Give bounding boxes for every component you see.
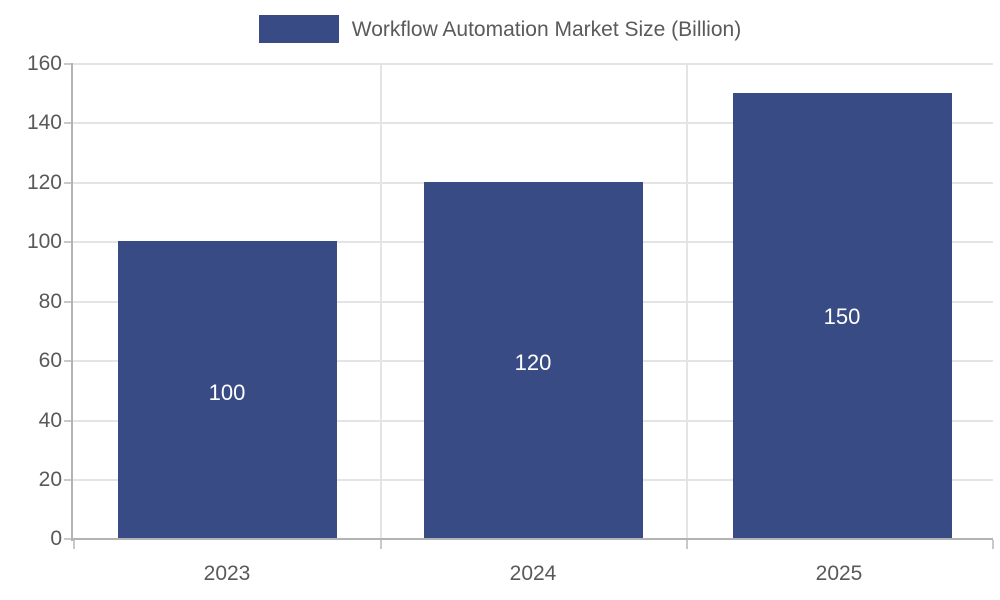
y-tick-label-140: 140 [26, 111, 62, 134]
y-tick-mark-160 [64, 63, 71, 65]
x-tick-label-2023: 2023 [203, 562, 251, 585]
y-tick-label-60: 60 [38, 349, 62, 372]
y-tick-mark-40 [64, 420, 71, 422]
bar-2024[interactable] [424, 182, 643, 539]
y-axis-line [71, 63, 73, 541]
bar-value-2025: 150 [823, 304, 861, 329]
x-tick-mark-end [992, 540, 994, 549]
x-tick-mark-category-2 [686, 540, 688, 549]
x-tick-label-2025: 2025 [815, 562, 863, 585]
y-tick-label-20: 20 [38, 468, 62, 491]
y-tick-label-80: 80 [38, 290, 62, 313]
y-tick-label-40: 40 [38, 409, 62, 432]
y-tick-mark-100 [64, 241, 71, 243]
y-axis-tick-labels: 160 140 120 100 80 60 40 20 0 [0, 0, 62, 600]
chart-legend: Workflow Automation Market Size (Billion… [0, 0, 1000, 58]
x-tick-label-2024: 2024 [509, 562, 557, 585]
y-tick-mark-80 [64, 301, 71, 303]
bar-2025[interactable] [733, 93, 952, 539]
y-tick-mark-0 [64, 538, 71, 540]
y-tick-mark-120 [64, 182, 71, 184]
legend-color-swatch [258, 15, 339, 43]
gridline-y-140 [73, 122, 993, 124]
gridline-category-2 [686, 63, 688, 539]
y-tick-label-120: 120 [26, 171, 62, 194]
bar-2023[interactable] [118, 241, 337, 539]
y-tick-label-0: 0 [50, 527, 62, 550]
y-tick-label-100: 100 [26, 230, 62, 253]
plot-area: 100 120 150 [73, 63, 993, 539]
x-tick-mark-start [73, 540, 75, 549]
gridline-y-160 [73, 63, 993, 65]
y-tick-mark-20 [64, 479, 71, 481]
y-tick-label-160: 160 [26, 52, 62, 75]
y-tick-mark-140 [64, 122, 71, 124]
bar-value-2023: 100 [208, 380, 246, 405]
x-tick-mark-category-1 [380, 540, 382, 549]
legend-item-market-size[interactable]: Workflow Automation Market Size (Billion… [258, 15, 742, 43]
gridline-category-1 [380, 63, 382, 539]
bar-value-2024: 120 [514, 350, 552, 375]
x-axis-line [73, 538, 993, 540]
y-tick-mark-60 [64, 360, 71, 362]
legend-label: Workflow Automation Market Size (Billion… [351, 17, 742, 41]
